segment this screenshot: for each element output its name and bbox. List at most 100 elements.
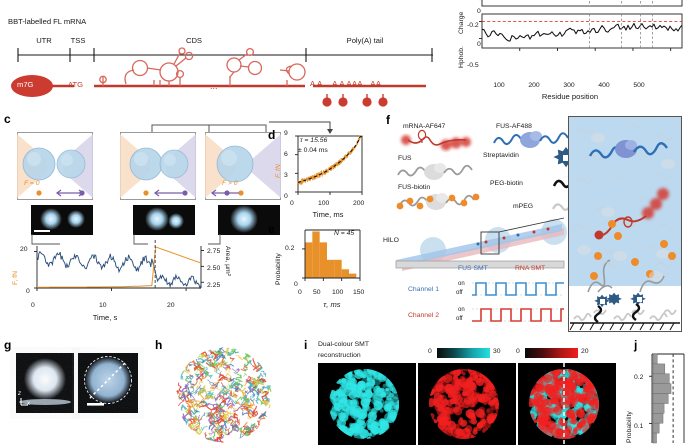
trap-cartoon-1 bbox=[17, 132, 93, 200]
fus-glyph bbox=[396, 163, 476, 183]
colorbar-cyan-min: 0 bbox=[428, 348, 432, 355]
panel-c-xtick-20: 20 bbox=[167, 302, 175, 309]
panel-label-j: j bbox=[634, 338, 638, 352]
mrna-schematic: ... bbox=[8, 32, 433, 107]
legend-label-mrna-af647: mRNA-AF647 bbox=[403, 123, 446, 130]
legend-label-streptavidin: Streptavidin bbox=[483, 152, 519, 159]
polya-sequence-label: A A ...A A AAA...AA bbox=[310, 79, 382, 88]
region-label-cds: CDS bbox=[185, 36, 203, 45]
panel-e-ylabel: Probability bbox=[275, 253, 282, 285]
panel-j-ytick-01: 0.1 bbox=[634, 423, 644, 430]
panel-d-tau-line2: ± 0.04 ms bbox=[298, 147, 328, 154]
panel-c-connectors bbox=[30, 234, 280, 248]
panel-g-axis-z: z bbox=[18, 391, 21, 397]
residue-position-label: Residue position bbox=[541, 92, 599, 101]
channel-2-label: Channel 2 bbox=[408, 312, 439, 319]
trap-micrograph-2 bbox=[133, 205, 195, 235]
channel-1-on-label: on bbox=[458, 281, 465, 287]
panel-i-title-line1: Dual-colour SMT bbox=[318, 341, 369, 348]
panel-c-rtick-275: 2.75 bbox=[207, 248, 221, 255]
trap-micrograph-1 bbox=[31, 205, 93, 235]
trap-cartoon-3 bbox=[205, 132, 281, 200]
panel-e-xtick-0: 0 bbox=[298, 289, 302, 296]
hphob-ytick-1: -0.5 bbox=[467, 62, 479, 69]
hilo-label: HILO bbox=[383, 237, 399, 244]
residue-xtick-200: 200 bbox=[528, 82, 540, 89]
panel-label-c: c bbox=[4, 112, 11, 126]
fus-smt-label: FUS SMT bbox=[458, 265, 488, 272]
panel-e-ytick-02: 0.2 bbox=[285, 245, 295, 252]
panel-e-xlabel: τ, ms bbox=[323, 300, 341, 309]
panel-c-xtick-10: 10 bbox=[99, 302, 107, 309]
legend-label-peg-biotin: PEG-biotin bbox=[490, 180, 523, 187]
panel-d-ytick-0: 0 bbox=[284, 193, 288, 200]
panel-c-area-axis-label: Area, µm² bbox=[224, 246, 231, 276]
residue-xtick-300: 300 bbox=[563, 82, 575, 89]
panel-d-xtick-200: 200 bbox=[353, 200, 365, 207]
region-label-utr: UTR bbox=[36, 36, 52, 45]
charge-ytick-0: 0 bbox=[477, 8, 481, 15]
channel-2-on-label: on bbox=[458, 307, 465, 313]
panel-e-xtick-50: 50 bbox=[313, 289, 321, 296]
panel-c-xtick-0: 0 bbox=[31, 302, 35, 309]
bbt-fluorophores bbox=[322, 94, 388, 107]
region-label-polya: Poly(A) tail bbox=[346, 36, 384, 45]
colorbar-red-min: 0 bbox=[516, 348, 520, 355]
trap-force-label-3: F > 0 bbox=[222, 180, 238, 187]
panel-label-h: h bbox=[155, 338, 163, 352]
panel-d-plot bbox=[292, 134, 364, 198]
colorbar-cyan bbox=[437, 348, 490, 358]
panel-d-tau-line1: τ = 15.56 bbox=[300, 137, 328, 144]
panel-i-reconstruction-merge bbox=[518, 363, 616, 445]
residue-xtick-500: 500 bbox=[633, 82, 645, 89]
panel-c-xlabel: Time, s bbox=[92, 313, 118, 322]
panel-g-image-xz bbox=[16, 353, 74, 413]
legend-label-fus: FUS bbox=[398, 155, 412, 162]
panel-j-ylabel: Probability bbox=[626, 411, 633, 443]
cap-ellipse bbox=[11, 75, 53, 97]
panel-e-ytick-0: 0 bbox=[294, 281, 298, 288]
panel-i-reconstruction-red bbox=[418, 363, 516, 445]
residue-xtick-400: 400 bbox=[598, 82, 610, 89]
panel-label-g: g bbox=[4, 338, 12, 352]
charge-axis-label: Charge bbox=[458, 11, 465, 34]
hilo-cartoon bbox=[378, 217, 568, 272]
trap-force-label-1: F = 0 bbox=[24, 180, 40, 187]
panel-h-tracks bbox=[168, 345, 280, 445]
panel-i-title-line2: reconstruction bbox=[318, 352, 361, 359]
panel-j-ytick-02: 0.2 bbox=[634, 374, 644, 381]
cap-label: m7G bbox=[17, 80, 34, 89]
residue-xtick-100: 100 bbox=[493, 82, 505, 89]
panel-c-rtick-250: 2.50 bbox=[207, 265, 221, 272]
surface-chemistry-inset bbox=[568, 116, 682, 332]
channel-1-off-label: off bbox=[456, 290, 463, 296]
trap-cartoon-2 bbox=[120, 132, 196, 200]
cds-ellipsis: ... bbox=[210, 81, 218, 91]
panel-e-xtick-150: 150 bbox=[353, 289, 365, 296]
panel-c-ytick-0: 0 bbox=[26, 288, 30, 295]
mrna-schematic-title: BBT-labelled FL mRNA bbox=[8, 17, 87, 26]
legend-label-mpeg: mPEG bbox=[513, 203, 534, 210]
panel-d-arrow bbox=[268, 120, 348, 134]
panel-c-force-axis-label: F, fN bbox=[12, 271, 19, 285]
panel-g-image-xy bbox=[78, 353, 138, 413]
panel-label-i: i bbox=[304, 338, 308, 352]
panel-d-xlabel: Time, ms bbox=[312, 210, 344, 219]
panel-e-plot bbox=[300, 228, 364, 286]
channel-2-trace bbox=[472, 306, 564, 324]
panel-g-axis-x: x bbox=[27, 401, 30, 407]
trap-micrograph-3 bbox=[218, 205, 280, 235]
start-codon-label: ATG bbox=[68, 80, 84, 89]
panel-c-rtick-225: 2.25 bbox=[207, 282, 221, 289]
colorbar-cyan-max: 30 bbox=[493, 348, 501, 355]
legend-label-fus-biotin: FUS-biotin bbox=[398, 184, 431, 191]
panel-j-plot bbox=[649, 352, 685, 445]
panel-e-n-annotation: N = 45 bbox=[334, 230, 355, 237]
charge-ytick-1: -0.2 bbox=[467, 22, 479, 29]
fus-af488-glyph bbox=[492, 131, 572, 151]
channel-1-trace bbox=[472, 280, 564, 298]
rna-smt-label: RNA SMT bbox=[515, 265, 546, 272]
panel-label-f: f bbox=[386, 113, 390, 127]
hphob-axis-label: Hphob. bbox=[458, 46, 465, 68]
channel-2-off-label: off bbox=[456, 316, 463, 322]
